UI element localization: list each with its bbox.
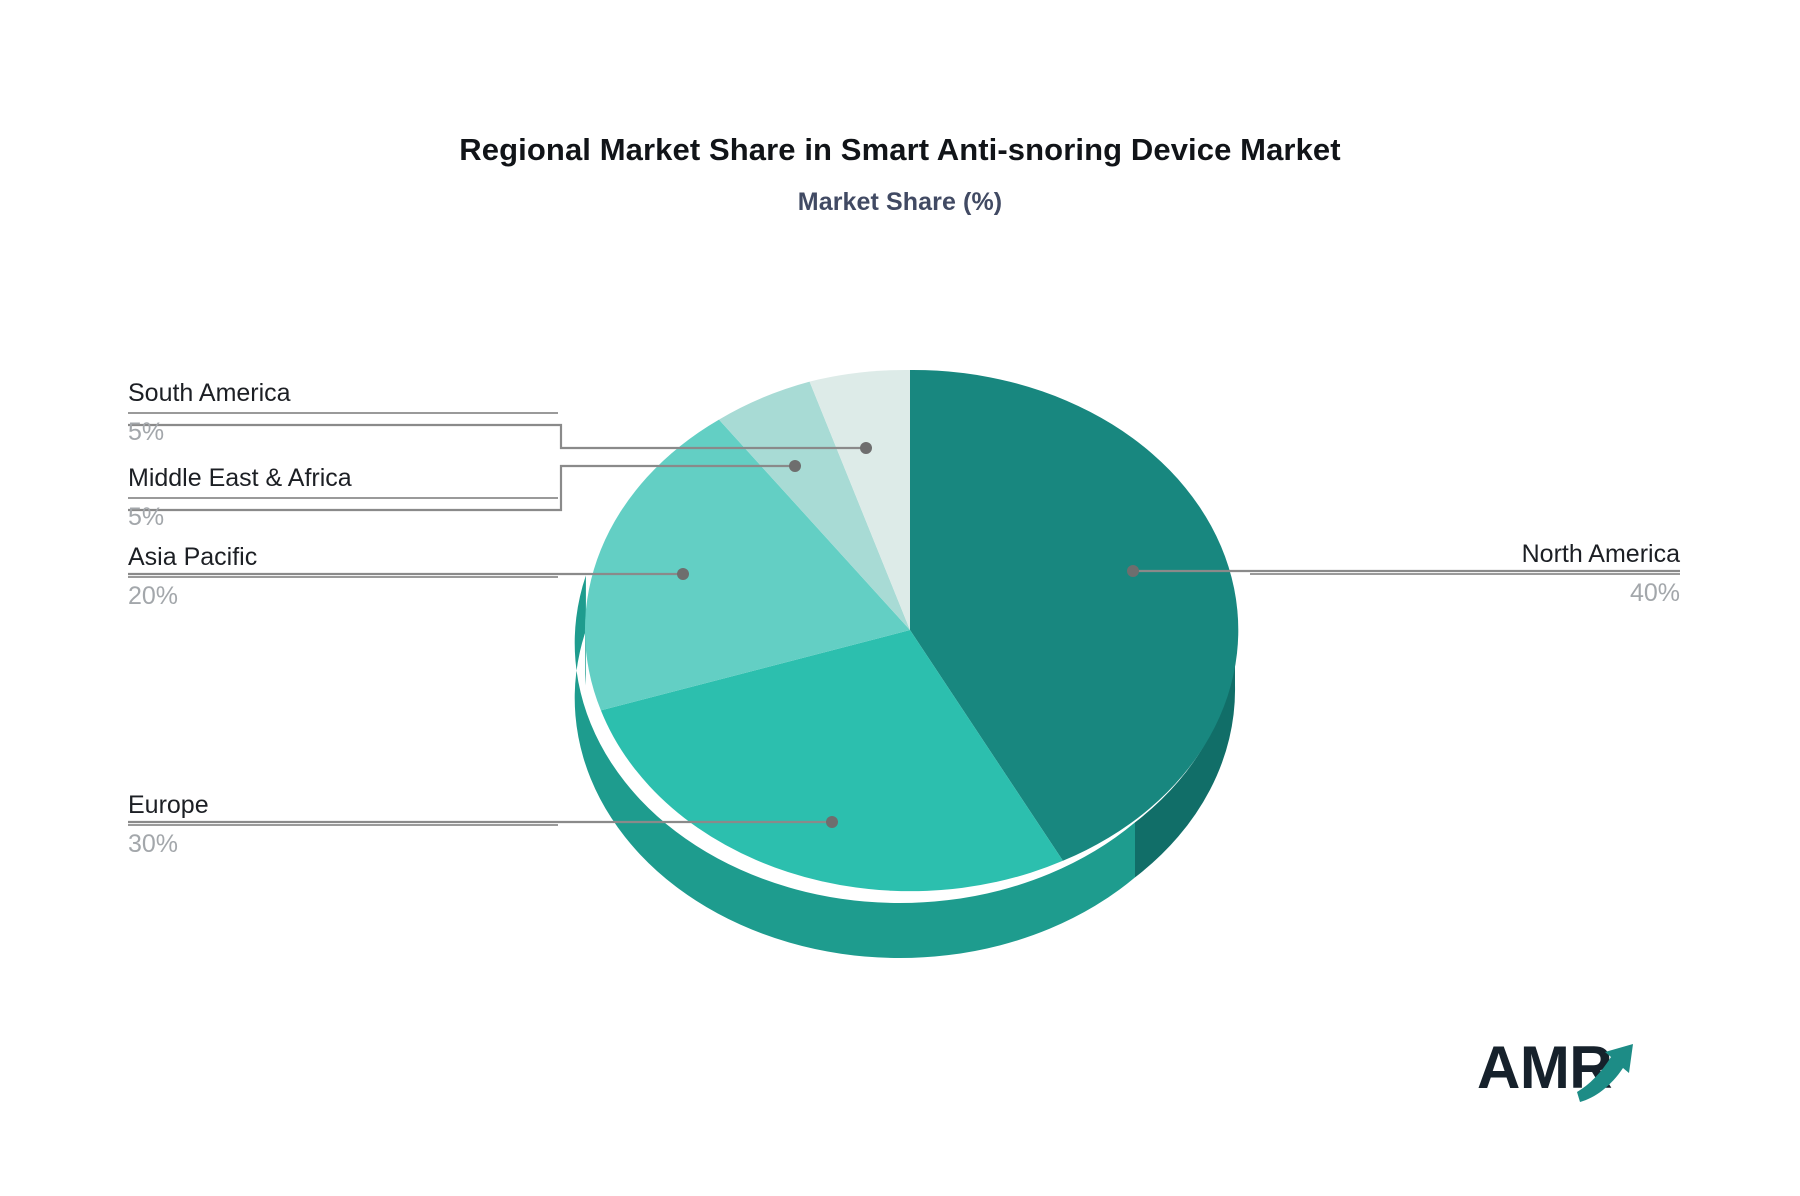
leader-line-middle-east-africa	[128, 464, 795, 512]
slice-south-america	[809, 369, 910, 630]
leader-dot-south-america	[860, 442, 872, 454]
label-europe: Europe 30%	[128, 790, 558, 860]
label-asia-pacific-name: Asia Pacific	[128, 543, 258, 571]
label-middle-east-africa: Middle East & Africa 5%	[128, 463, 558, 533]
label-europe-name: Europe	[128, 791, 209, 819]
leader-dot-middle-east-africa	[789, 460, 801, 472]
label-middle-east-africa-rule	[128, 497, 558, 499]
label-middle-east-africa-name: Middle East & Africa	[128, 464, 352, 492]
label-asia-pacific-value: 20%	[128, 582, 179, 610]
slice-asia-pacific	[584, 419, 910, 711]
label-south-america: South America 5%	[128, 378, 558, 448]
label-north-america-name: North America	[1521, 540, 1680, 568]
slice-side-north-america	[1135, 630, 1236, 878]
label-asia-pacific: Asia Pacific 20%	[128, 542, 558, 612]
amr-logo: AMR	[1477, 1034, 1633, 1102]
label-north-america-rule	[1250, 573, 1680, 575]
label-europe-rule	[128, 824, 558, 826]
pie-top-face	[584, 369, 1239, 892]
leader-line-south-america	[128, 423, 866, 450]
slice-europe	[600, 630, 1063, 892]
leader-dot-asia-pacific	[677, 568, 689, 580]
slice-middle-east-africa	[719, 381, 910, 630]
leader-dot-europe	[826, 816, 838, 828]
label-middle-east-africa-value: 5%	[128, 503, 165, 531]
slice-side-europe	[574, 575, 1135, 959]
label-south-america-value: 5%	[128, 418, 165, 446]
leader-dot-north-america	[1127, 565, 1139, 577]
label-north-america-value: 40%	[1629, 579, 1680, 607]
slice-north-america	[910, 369, 1239, 861]
label-europe-value: 30%	[128, 830, 179, 858]
label-south-america-rule	[128, 412, 558, 414]
leader-lines	[128, 423, 1680, 824]
chart-title: Regional Market Share in Smart Anti-snor…	[459, 132, 1341, 167]
chart-subtitle: Market Share (%)	[797, 188, 1003, 216]
label-north-america: North America 40%	[1250, 539, 1680, 609]
label-asia-pacific-rule	[128, 576, 558, 578]
growth-arrow-icon	[1577, 1044, 1633, 1102]
label-south-america-name: South America	[128, 379, 291, 407]
leader-dots	[677, 442, 1139, 828]
